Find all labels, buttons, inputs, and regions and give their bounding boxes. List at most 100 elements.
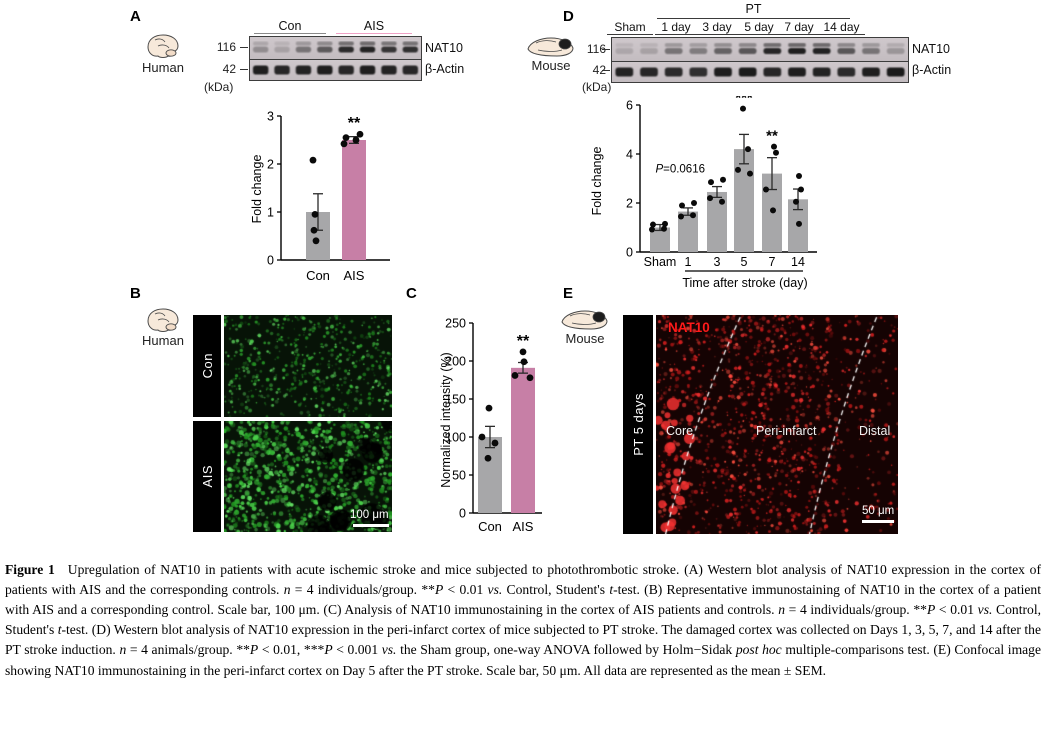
caption-segment: P	[434, 581, 444, 597]
x-tick-label: 1	[685, 255, 692, 269]
bar	[734, 149, 754, 252]
data-point	[520, 358, 528, 366]
data-point	[793, 198, 799, 205]
y-tick-label: 150	[445, 393, 466, 407]
caption-segment: t	[609, 581, 614, 597]
caption-segment: P	[249, 642, 259, 658]
x-tick-label: Sham	[644, 255, 677, 269]
data-point	[796, 220, 802, 227]
data-point	[491, 439, 499, 447]
caption-segment: Upregulation of NAT10 in patients with a…	[5, 561, 1041, 597]
bar	[478, 437, 502, 513]
blot-d-target-nat10: NAT10	[912, 42, 950, 56]
data-point	[661, 225, 667, 232]
blot-d-lane-sham: Sham	[607, 21, 653, 35]
blot-a-target-actin: β-Actin	[425, 62, 465, 76]
data-point	[679, 202, 685, 209]
caption-segment: = 4 individuals/group. **	[290, 581, 435, 597]
data-point	[773, 149, 779, 156]
panel-d-label: D	[563, 8, 574, 25]
blot-d-lane-5day: 5 day	[738, 21, 780, 35]
blot-d-lane-7day: 7 day	[779, 21, 819, 35]
blot-d-lane-14day: 14 day	[818, 21, 865, 35]
blot-a-kda: (kDa)	[204, 80, 234, 94]
blot-a-group-ais: AIS	[336, 19, 412, 34]
y-tick-label: 3	[267, 110, 274, 124]
data-point	[708, 179, 714, 186]
caption-segment: Control, Student's	[502, 581, 610, 597]
data-point	[356, 130, 364, 138]
data-point	[719, 198, 725, 205]
data-point	[519, 348, 527, 356]
x-tick-label: Con	[306, 268, 330, 283]
panel-a-label: A	[130, 8, 141, 25]
data-point	[747, 170, 753, 177]
significance-stars: **	[348, 115, 361, 132]
data-point	[649, 226, 655, 233]
y-axis-title: Fold change	[590, 147, 604, 216]
blot-d-lane-3day: 3 day	[696, 21, 738, 35]
panel-b-scale-bar-label: 100 μm	[350, 509, 389, 521]
panel-b-row-label-ais: AIS	[193, 421, 221, 532]
data-point	[745, 146, 751, 153]
data-point	[312, 237, 320, 245]
confocal-image-pt5days	[656, 315, 898, 534]
caption-segment: P	[926, 602, 936, 617]
caption-segment: < 0.01	[935, 602, 978, 617]
blot-d-mw-116: 116	[586, 42, 606, 56]
panel-e-region-core: Core	[666, 424, 694, 438]
panel-b-row-label-con: Con	[193, 315, 221, 417]
panel-e-stain-label: NAT10	[668, 320, 710, 335]
human-brain-icon	[147, 308, 179, 332]
y-axis-title: Normalized intensity (%)	[439, 352, 453, 487]
caption-segment: the Sham group, one-way ANOVA followed b…	[396, 642, 736, 658]
mw-tick	[602, 70, 610, 71]
x-tick-label: 14	[791, 255, 805, 269]
blot-d-kda: (kDa)	[582, 80, 612, 94]
x-tick-label: 7	[769, 255, 776, 269]
y-tick-label: 250	[445, 317, 466, 331]
y-tick-label: 0	[267, 254, 274, 268]
blot-d-bracket-pt: PT	[745, 2, 762, 16]
x-tick-label: AIS	[513, 519, 534, 534]
panel-e-species-label: Mouse	[565, 331, 605, 346]
data-point	[650, 221, 656, 228]
data-point	[796, 173, 802, 180]
y-tick-label: 100	[445, 431, 466, 445]
data-point	[309, 156, 317, 164]
significance-stars: **	[517, 333, 530, 350]
panel-b-scale-bar	[353, 524, 389, 527]
caption-segment: < 0.001	[332, 642, 382, 658]
y-tick-label: 0	[626, 246, 633, 260]
caption-segment: Control, Student's	[5, 602, 1041, 638]
x-tick-label: Con	[478, 519, 502, 534]
pt-bracket-line	[657, 18, 850, 19]
blot-d-actin-strip	[611, 61, 909, 83]
x-axis-title: Time after stroke (day)	[682, 276, 807, 290]
caption-segment: = 4 individuals/group. **	[785, 602, 927, 617]
caption-segment: post hoc	[735, 642, 782, 658]
bar	[707, 191, 727, 252]
y-tick-label: 2	[267, 158, 274, 172]
caption-segment: = 4 animals/group. **	[126, 642, 250, 658]
y-tick-label: 50	[452, 469, 466, 483]
mw-tick	[602, 49, 610, 50]
caption-segment: vs.	[977, 602, 993, 617]
mouse-brain-icon	[527, 37, 574, 57]
panel-c-label: C	[406, 285, 417, 302]
data-point	[720, 176, 726, 183]
blot-a-mw-42: 42	[222, 62, 236, 76]
bar-chart-fold-change-mouse: 0 2 4 6 Fold change Sham 1 3 *** 5 ** 7 14 P=0.0616 Ti…	[590, 96, 817, 290]
y-tick-label: 2	[626, 197, 633, 211]
caption-segment: multiple-comparisons test. (E) Confocal …	[5, 642, 1042, 678]
caption-segment: n	[778, 602, 785, 617]
blot-d-nat10-strip	[611, 37, 909, 62]
panel-e-label: E	[563, 285, 574, 302]
blot-d-lane-1day: 1 day	[655, 21, 697, 35]
caption-segment: vs.	[487, 581, 503, 597]
mw-tick	[240, 69, 248, 70]
blot-a-actin-strip	[249, 59, 422, 81]
caption-segment: t	[57, 622, 62, 638]
data-point	[352, 136, 360, 144]
significance-stars: **	[766, 128, 778, 145]
